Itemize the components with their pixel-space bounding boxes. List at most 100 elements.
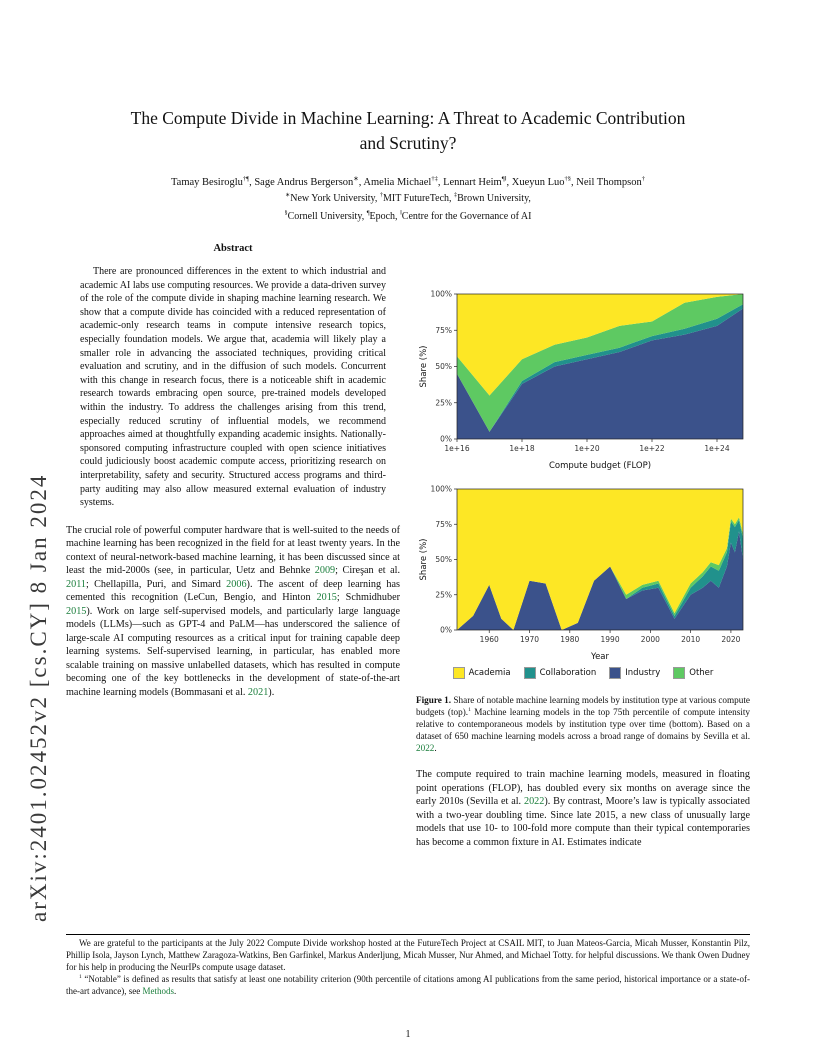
x-tick-label: 2000 [641,635,660,644]
x-tick-label: 1e+20 [574,444,599,453]
legend-label: Industry [625,668,661,678]
text-run: ; Cireşan et al. [335,565,400,577]
x-axis-title: Year [590,652,610,662]
superscript-marker: ¶ [366,209,370,217]
y-axis-title: Share (%) [419,539,429,581]
superscript-marker: ¶‖ [501,175,507,183]
superscript-marker: ∗ [285,191,291,199]
citation-link[interactable]: Methods [142,986,174,997]
y-tick-label: 75% [435,520,452,529]
citation-link[interactable]: 2009 [314,565,336,577]
text-run: Machine learning models in the top 75th … [416,707,750,741]
x-tick-label: 1e+16 [444,444,469,453]
footnote-1: 1 “Notable” is defined as results that s… [66,974,750,998]
compute-budget-share-chart: 0% 25% 50% 75% 100% 1e+16 1e+18 1e+20 1e+22 1e+24… [419,290,744,471]
superscript-marker: † [641,175,645,183]
superscript-marker: ∗ [353,175,359,183]
x-tick-label: 2010 [681,635,700,644]
text-run: MIT FutureTech, [382,192,455,204]
abstract-text: There are pronounced differences in the … [80,266,386,509]
superscript-marker: ‡ [454,191,458,199]
text-run: ; Chellapilla, Puri, and Simard [86,578,227,590]
citation-link[interactable]: 2015 [316,592,337,604]
y-tick-label: 25% [435,590,452,599]
figure-1: 0% 25% 50% 75% 100% 1e+16 1e+18 1e+20 1e+22 1e+24… [416,243,750,754]
text-run: Share of notable machine learning models… [416,695,750,717]
legend-label: Academia [468,668,511,678]
text-run: ; Schmidhuber [336,592,401,604]
text-run: , Sage Andrus Bergerson [249,176,354,188]
x-tick-label: 1e+18 [509,444,534,453]
citation-link[interactable]: 2021 [247,686,269,698]
legend-item-other: Other [673,667,713,679]
legend-label: Other [689,668,714,678]
legend-item-industry: Industry [609,667,660,679]
area-industry [457,308,743,439]
legend-item-academia: Academia [452,667,511,679]
citation-link[interactable]: 2022 [523,796,545,807]
right-column: 0% 25% 50% 75% 100% 1e+16 1e+18 1e+20 1e+22 1e+24… [416,243,750,849]
citation-link[interactable]: 2011 [66,578,86,590]
x-tick-label: 1970 [520,635,539,644]
affiliation-line-1: ∗New York University, †MIT FutureTech, ‡… [66,191,750,207]
text-run: , Xueyun Luo [506,176,565,188]
legend-swatch [452,667,465,679]
x-tick-label: 1980 [560,635,579,644]
text-run: Tamay Besiroglu [171,176,243,188]
text-run: Figure 1. [416,695,452,705]
citation-link[interactable]: 2015 [66,605,87,617]
figure-caption: Figure 1. Share of notable machine learn… [416,694,750,754]
legend-label: Collaboration [539,668,597,678]
citation-link[interactable]: 2022 [416,743,435,753]
legend-swatch [609,667,622,679]
text-run: Cornell University, [287,211,367,223]
y-tick-label: 50% [435,555,452,564]
footnote-rule [66,934,750,935]
paper-header: The Compute Divide in Machine Learning: … [66,106,750,225]
x-axis-title: Compute budget (FLOP) [549,461,651,471]
text-run: ). Work on large self-supervised models,… [66,605,400,698]
text-run: . [434,743,437,753]
text-run: ). [268,686,275,698]
paper-title: The Compute Divide in Machine Learning: … [130,108,686,154]
legend-swatch [523,667,536,679]
citation-link[interactable]: 2006 [226,578,247,590]
text-run: Epoch, [369,211,401,223]
x-tick-label: 2020 [721,635,740,644]
text-run: . [173,986,177,997]
y-tick-label: 75% [435,326,452,335]
text-run: ). By contrast, Moore’s law is typically… [416,796,750,848]
x-tick-label: 1e+22 [639,444,664,453]
text-run: The compute required to train machine le… [416,769,750,807]
text-run: ). The ascent of deep learning has cemen… [66,578,400,604]
text-run: New York University, [290,192,380,204]
area-academia [457,489,743,630]
author-line: Tamay Besiroglu†¶, Sage Andrus Bergerson… [66,175,750,188]
y-tick-label: 0% [440,626,452,635]
chart-legend: Academia Collaboration Industry Other [416,667,750,679]
superscript-marker: § [284,209,288,217]
superscript-marker: † [379,191,383,199]
area-academia [457,294,743,396]
acknowledgment-footnote: We are grateful to the participants at t… [66,938,750,972]
left-column: Abstract There are pronounced difference… [66,243,400,849]
text-run: , Neil Thompson [571,176,642,188]
body-paragraph-2: The compute required to train machine le… [416,768,750,849]
area-industry [457,531,743,630]
legend-swatch [673,667,686,679]
y-tick-label: 0% [440,435,452,444]
superscript-marker: †‡ [431,175,438,183]
area-collaboration [457,304,743,432]
two-column-body: Abstract There are pronounced difference… [66,243,750,849]
superscript-marker: 1 [79,974,82,981]
superscript-marker: †¶ [242,175,250,183]
abstract-heading: Abstract [213,243,253,254]
text-run: , Lennart Heim [437,176,502,188]
footnotes: We are grateful to the participants at t… [66,934,750,999]
superscript-marker: 1 [468,706,471,713]
text-run: The crucial role of powerful computer ha… [66,524,400,577]
x-tick-label: 1990 [601,635,620,644]
body-paragraph-1: The crucial role of powerful computer ha… [66,524,400,700]
text-run: Brown University, [457,192,531,204]
